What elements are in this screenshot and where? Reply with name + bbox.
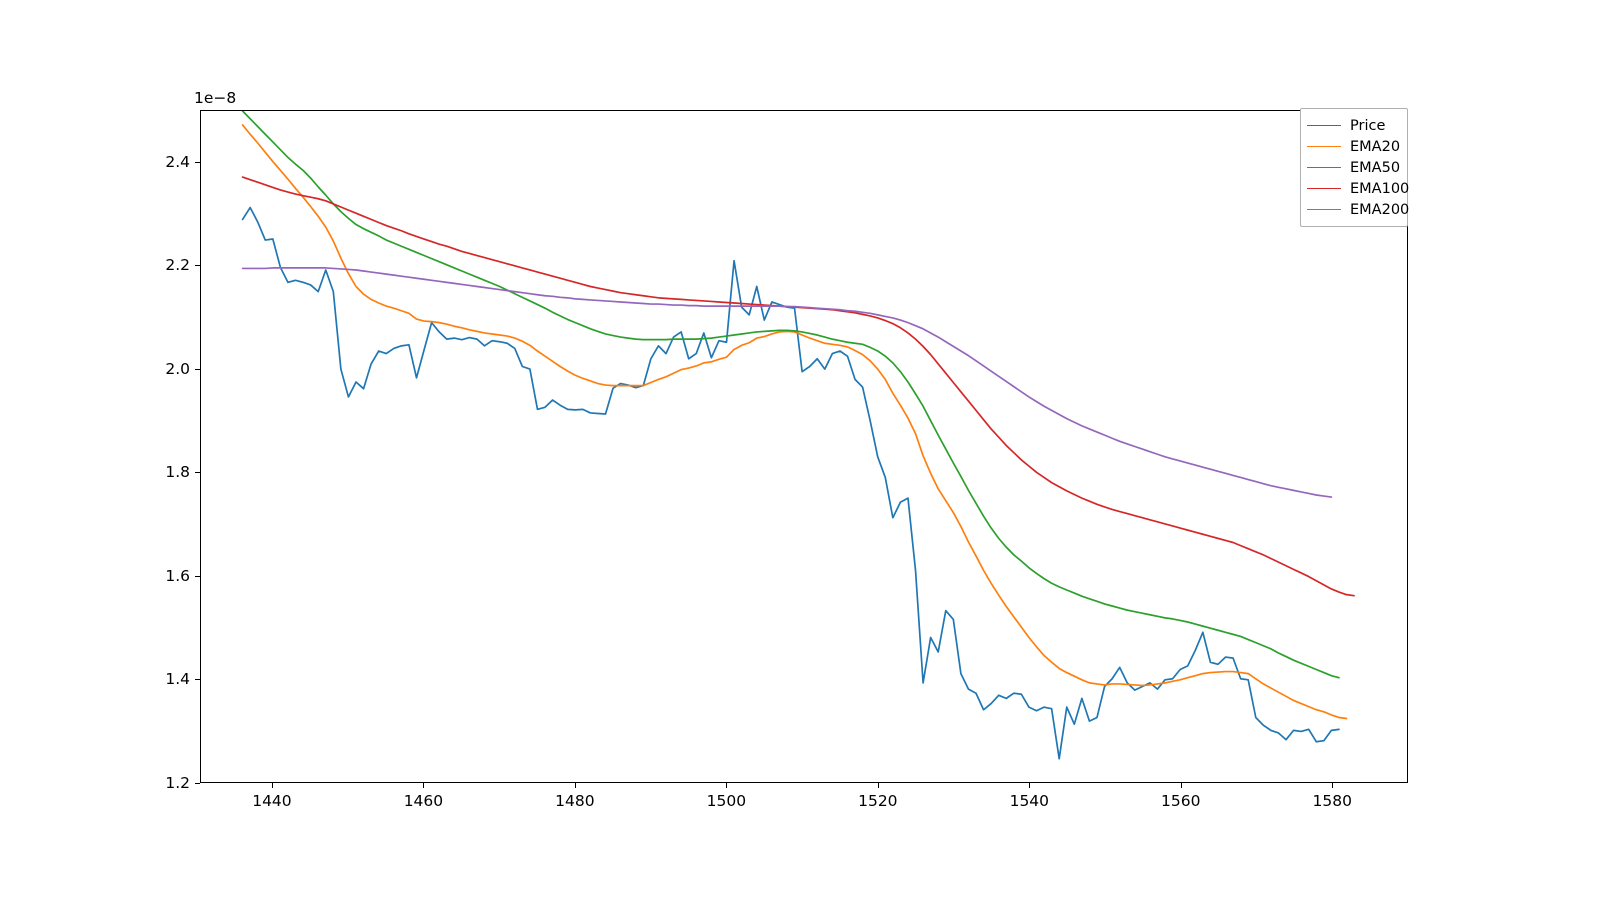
y-axis-offset-label: 1e−8 — [194, 89, 237, 107]
legend-swatch-ema20 — [1307, 146, 1341, 147]
y-axis-tick-label: 2.4 — [165, 152, 190, 171]
legend[interactable]: Price EMA20 EMA50 EMA100 EMA200 — [1300, 108, 1409, 227]
legend-label: EMA20 — [1350, 138, 1401, 155]
y-axis-tick-label: 1.4 — [165, 670, 190, 689]
x-axis-tick-label: 1580 — [1312, 792, 1352, 810]
x-axis-tick-label: 1480 — [555, 792, 595, 810]
chart-svg — [201, 111, 1407, 782]
legend-label: EMA200 — [1350, 201, 1410, 218]
legend-swatch-ema50 — [1307, 167, 1341, 168]
legend-item-ema100[interactable]: EMA100 — [1307, 178, 1409, 199]
series-line-ema20 — [243, 125, 1347, 719]
x-axis-tick-mark — [574, 783, 576, 788]
x-axis-tick-label: 1540 — [1009, 792, 1050, 810]
legend-label: EMA50 — [1350, 159, 1401, 176]
legend-item-ema200[interactable]: EMA200 — [1307, 199, 1409, 220]
x-axis-tick-mark — [423, 783, 425, 788]
y-axis-tick-label: 2.0 — [165, 359, 190, 378]
y-axis-tick-mark — [195, 161, 200, 163]
legend-swatch-price — [1307, 125, 1341, 126]
series-line-ema50 — [243, 111, 1339, 678]
series-line-ema200 — [243, 268, 1332, 497]
x-axis-tick-label: 1560 — [1161, 792, 1201, 810]
x-axis-tick-mark — [726, 783, 728, 788]
y-axis-tick-mark — [195, 368, 200, 370]
legend-item-price[interactable]: Price — [1307, 115, 1399, 136]
y-axis-tick-mark — [195, 575, 200, 577]
series-line-ema100 — [243, 177, 1354, 596]
y-axis-tick-label: 1.2 — [165, 774, 190, 792]
y-axis-tick-label: 1.6 — [165, 566, 190, 585]
x-axis-tick-mark — [1029, 783, 1031, 788]
x-axis-tick-label: 1460 — [403, 792, 444, 810]
legend-item-ema50[interactable]: EMA50 — [1307, 157, 1401, 178]
y-axis-tick-mark — [195, 783, 200, 784]
y-axis-tick-mark — [195, 265, 200, 267]
x-axis-tick-label: 1440 — [252, 792, 292, 810]
x-axis-tick-mark — [1180, 783, 1182, 788]
y-axis-tick-mark — [195, 679, 200, 681]
plot-area — [200, 110, 1408, 783]
y-axis-tick-label: 1.8 — [165, 463, 190, 482]
x-axis-tick-mark — [271, 783, 273, 788]
legend-label: Price — [1350, 117, 1386, 134]
legend-item-ema20[interactable]: EMA20 — [1307, 136, 1401, 157]
y-axis-tick-mark — [195, 472, 200, 474]
legend-swatch-ema200 — [1307, 209, 1341, 210]
y-axis-tick-label: 2.2 — [165, 256, 190, 275]
series-line-price — [243, 208, 1339, 759]
x-axis-tick-label: 1500 — [706, 792, 747, 810]
legend-label: EMA100 — [1350, 180, 1410, 197]
x-axis-tick-mark — [1332, 783, 1334, 788]
x-axis-tick-label: 1520 — [858, 792, 898, 810]
legend-swatch-ema100 — [1307, 188, 1341, 189]
x-axis-tick-mark — [877, 783, 879, 788]
